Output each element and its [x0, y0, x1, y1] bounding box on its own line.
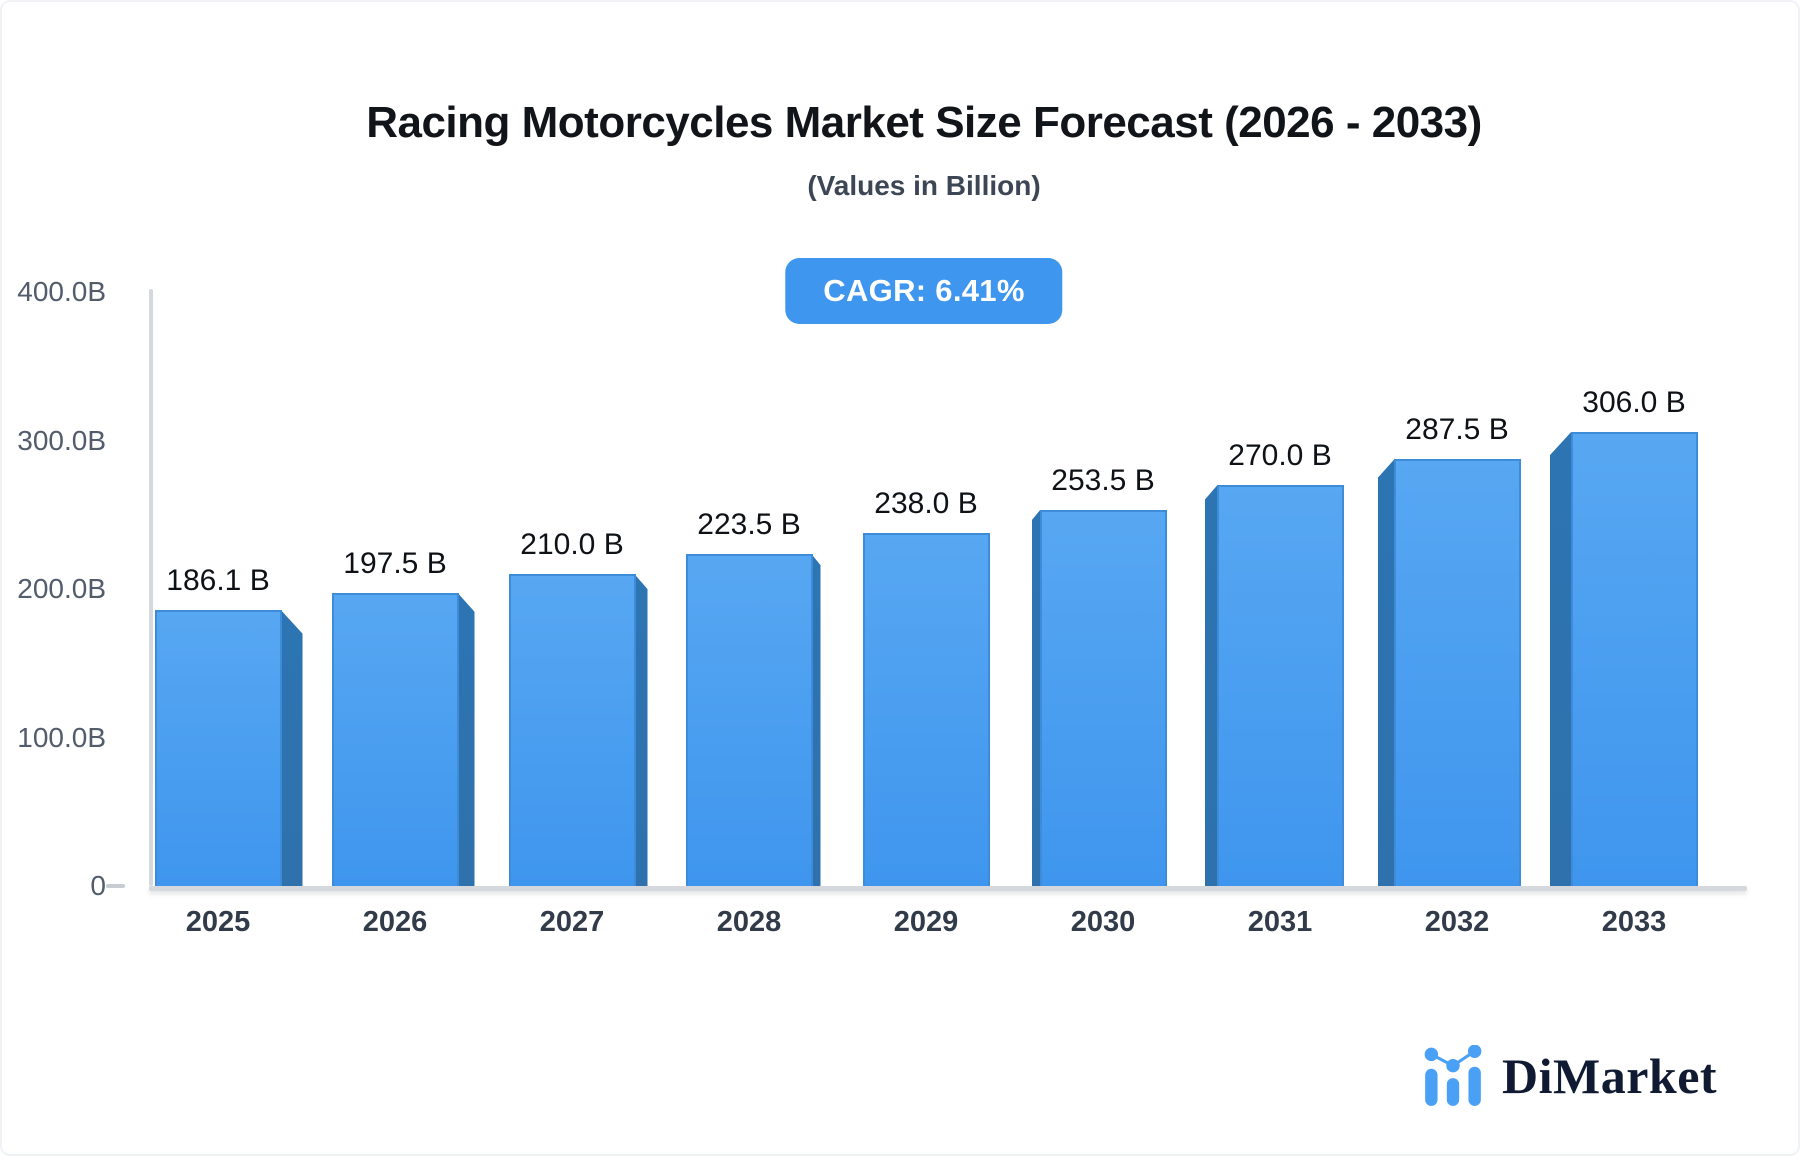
x-axis-label: 2025 [185, 906, 251, 938]
brand-logo: DiMarket [1420, 1040, 1717, 1112]
y-axis-tick-label: 0 [90, 870, 106, 901]
bar-side-2030 [1031, 509, 1041, 886]
bar-2032 [1393, 459, 1521, 886]
x-axis-label: 2032 [1424, 906, 1490, 938]
bar-2031 [1216, 485, 1344, 886]
bar-side-2027 [634, 574, 648, 886]
bar-value-label: 287.5 B [1405, 413, 1509, 447]
bar-value-label: 186.1 B [166, 563, 270, 597]
brand-name: DiMarket [1502, 1048, 1718, 1104]
y-axis-tick-label: 300.0B [17, 424, 106, 456]
x-axis-label: 2028 [716, 906, 782, 938]
bar-2033 [1570, 431, 1698, 886]
cagr-badge: CAGR: 6.41% [785, 258, 1063, 324]
x-axis-label: 2030 [1070, 906, 1136, 938]
bar-side-2028 [811, 554, 821, 886]
chart-title: Racing Motorcycles Market Size Forecast … [366, 98, 1482, 147]
x-axis-label: 2033 [1601, 906, 1667, 938]
bar-value-label: 306.0 B [1582, 385, 1686, 419]
bar-2025 [154, 609, 282, 886]
bar-side-2026 [457, 592, 475, 886]
bar-value-label: 197.5 B [343, 546, 447, 580]
bar-value-label: 270.0 B [1228, 439, 1332, 473]
x-axis-label: 2026 [362, 906, 428, 938]
bar-2026 [331, 592, 459, 886]
x-axis-label: 2027 [539, 906, 605, 938]
y-axis-line [149, 289, 153, 886]
y-axis-tick-label: 400.0B [17, 276, 106, 307]
bar-2028 [685, 554, 813, 886]
zero-tick-mark [106, 884, 125, 888]
x-axis-label: 2031 [1247, 906, 1313, 938]
bar-side-2031 [1204, 485, 1218, 886]
y-axis-tick-label: 100.0B [17, 721, 106, 753]
bar-side-2025 [280, 609, 303, 886]
x-axis-label: 2029 [893, 906, 959, 938]
bar-side-2032 [1377, 459, 1395, 886]
bar-side-2033 [1549, 431, 1572, 886]
bar-2027 [508, 574, 636, 886]
bar-chart-logo-icon [1424, 1045, 1482, 1106]
bar-value-label: 238.0 B [874, 486, 978, 520]
bar-value-label: 223.5 B [697, 508, 801, 542]
bar-value-label: 253.5 B [1051, 463, 1155, 497]
chart-subtitle: (Values in Billion) [807, 170, 1041, 201]
bar-2030 [1039, 509, 1167, 886]
bar-2029 [862, 532, 990, 886]
y-axis-tick-label: 200.0B [17, 573, 106, 604]
bar-value-label: 210.0 B [520, 528, 624, 562]
x-axis-line [149, 886, 1747, 891]
